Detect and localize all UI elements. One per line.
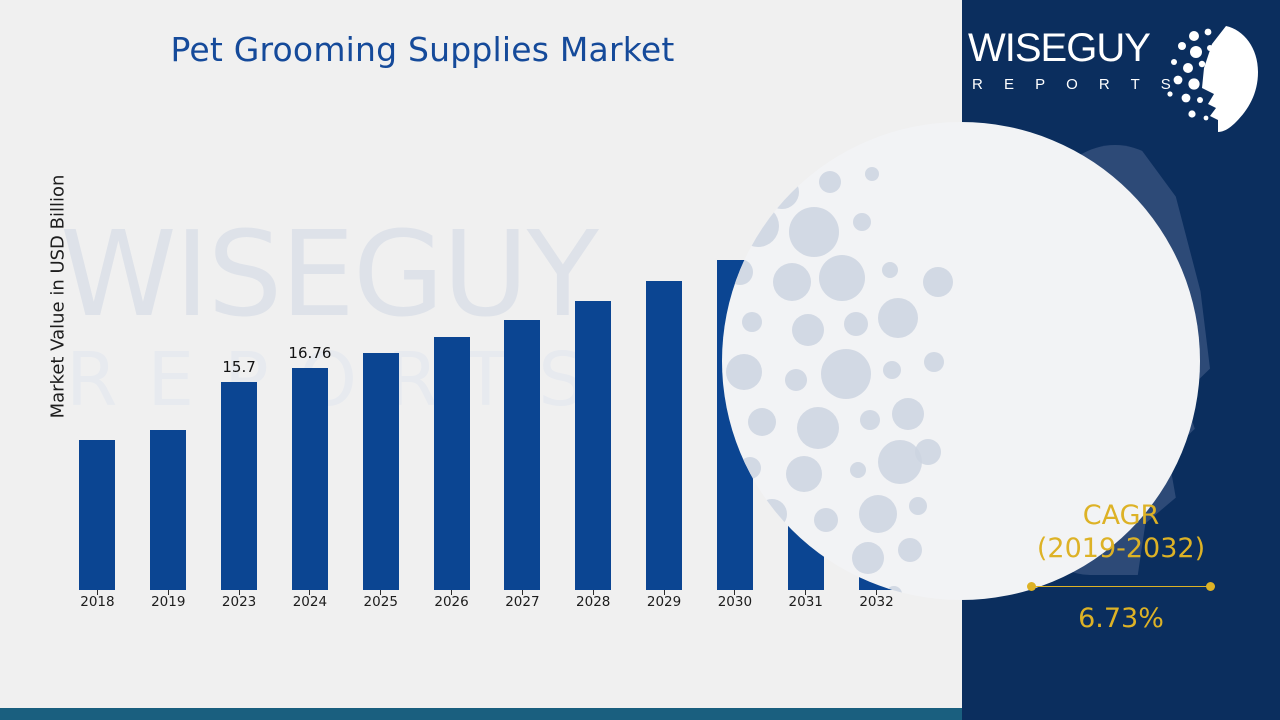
cagr-block: CAGR (2019-2032) 6.73% <box>962 500 1280 634</box>
x-axis-tick-label: 2019 <box>151 594 186 610</box>
bar <box>79 440 116 590</box>
x-axis-tick-label: 2023 <box>221 594 257 610</box>
bar-slot <box>345 150 416 595</box>
bar-slot <box>558 150 629 595</box>
logo-head-dots-icon <box>1167 26 1258 132</box>
x-axis-tick-label: 2030 <box>717 594 753 610</box>
page-title: Pet Grooming Supplies Market <box>170 30 675 69</box>
logo-wordmark: WISEGUY <box>968 26 1151 70</box>
bar <box>646 281 683 590</box>
x-axis-tick <box>451 590 453 595</box>
bar <box>575 301 612 590</box>
brain-bubble-graphic <box>722 122 1200 600</box>
x-axis-tick <box>380 590 382 595</box>
bar <box>221 382 258 590</box>
x-axis-tick-label: 2032 <box>859 594 894 610</box>
bar-slot <box>62 150 133 595</box>
x-axis-tick <box>592 590 594 595</box>
x-axis-tick-label: 2026 <box>434 594 469 610</box>
x-axis-tick <box>238 590 240 595</box>
cagr-period: (2019-2032) <box>1036 532 1206 564</box>
x-axis-tick <box>734 590 736 595</box>
cagr-divider <box>1027 581 1215 591</box>
bar-slot <box>416 150 487 595</box>
bar-slot: 16.76 <box>274 150 345 595</box>
logo-tagline: R E P O R T S <box>972 76 1180 93</box>
x-axis-tick-label: 2025 <box>363 594 398 610</box>
x-axis-tick <box>167 590 169 595</box>
x-axis-tick <box>876 590 878 595</box>
bar-slot <box>629 150 700 595</box>
divider-dot-left <box>1027 581 1036 591</box>
bar-slot <box>133 150 204 595</box>
bar <box>362 353 399 590</box>
logo[interactable]: WISEGUY R E P O R T S <box>968 26 1258 132</box>
divider-dot-right <box>1206 581 1215 591</box>
divider-line <box>1033 585 1209 588</box>
x-axis-tick <box>805 590 807 595</box>
footer-strip <box>0 708 962 720</box>
x-axis-tick-label: 2028 <box>576 594 611 610</box>
bar-slot <box>487 150 558 595</box>
x-axis-tick <box>663 590 665 595</box>
cagr-label: CAGR <box>1082 500 1160 531</box>
bar <box>150 430 187 590</box>
x-axis-tick-labels: 2018 2019 2023 2024 2025 2026 2027 2028 2029 2030… <box>62 594 912 610</box>
bar <box>433 337 470 590</box>
brain-dots-icon <box>722 122 1200 600</box>
x-axis-tick <box>309 590 311 595</box>
bar-value-label: 15.7 <box>222 358 256 376</box>
x-axis-tick <box>96 590 98 595</box>
bar-value-label: 16.76 <box>288 344 332 362</box>
x-axis-tick-label: 2027 <box>505 594 540 610</box>
bar <box>291 368 328 590</box>
x-axis-tick-label: 2018 <box>80 594 115 610</box>
bar <box>504 320 541 590</box>
cagr-value: 6.73% <box>1078 602 1164 634</box>
x-axis-tick-label: 2029 <box>646 594 682 610</box>
bar-slot: 15.7 <box>204 150 275 595</box>
x-axis-tick-label: 2024 <box>292 594 328 610</box>
x-axis-tick <box>521 590 523 595</box>
